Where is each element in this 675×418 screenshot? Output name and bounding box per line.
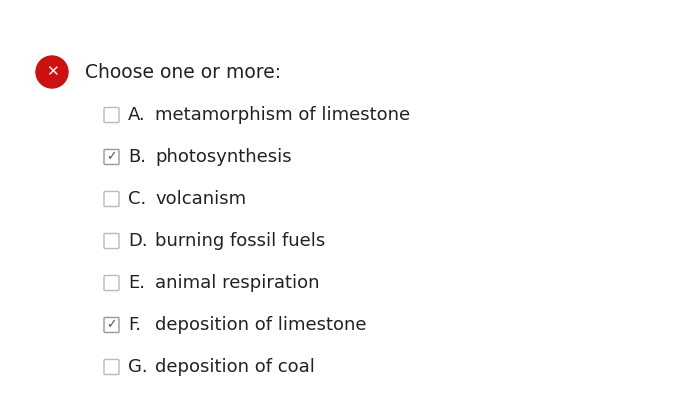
FancyBboxPatch shape (104, 191, 119, 206)
Text: deposition of limestone: deposition of limestone (155, 316, 367, 334)
Text: A.: A. (128, 106, 146, 124)
Text: deposition of coal: deposition of coal (155, 358, 315, 376)
Text: ✓: ✓ (106, 319, 117, 331)
Text: photosynthesis: photosynthesis (155, 148, 292, 166)
FancyBboxPatch shape (104, 359, 119, 375)
Text: animal respiration: animal respiration (155, 274, 319, 292)
FancyBboxPatch shape (104, 150, 119, 165)
Text: F.: F. (128, 316, 141, 334)
Circle shape (36, 56, 68, 88)
FancyBboxPatch shape (104, 107, 119, 122)
Text: Choose one or more:: Choose one or more: (85, 64, 281, 82)
FancyBboxPatch shape (104, 234, 119, 248)
FancyBboxPatch shape (104, 318, 119, 332)
Text: E.: E. (128, 274, 145, 292)
Text: ✕: ✕ (46, 64, 58, 79)
Text: D.: D. (128, 232, 148, 250)
FancyBboxPatch shape (104, 275, 119, 291)
Text: ✓: ✓ (106, 150, 117, 163)
Text: volcanism: volcanism (155, 190, 246, 208)
Text: B.: B. (128, 148, 146, 166)
Text: C.: C. (128, 190, 146, 208)
Text: burning fossil fuels: burning fossil fuels (155, 232, 325, 250)
Text: metamorphism of limestone: metamorphism of limestone (155, 106, 410, 124)
Text: G.: G. (128, 358, 148, 376)
